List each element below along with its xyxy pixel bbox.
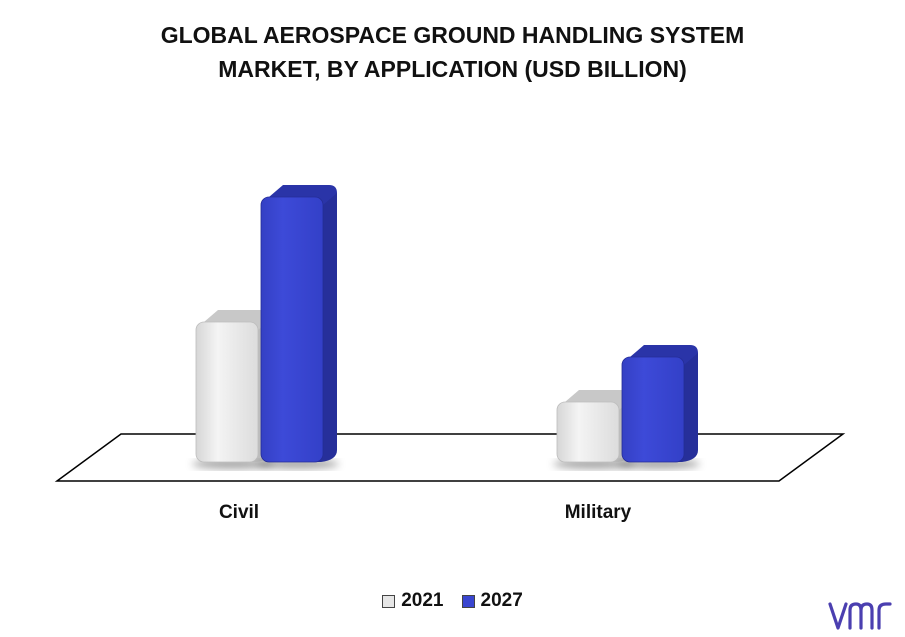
legend-label-2021: 2021 bbox=[401, 590, 444, 611]
legend: 2021 2027 bbox=[0, 590, 905, 612]
chart-title: GLOBAL AEROSPACE GROUND HANDLING SYSTEM … bbox=[0, 18, 905, 86]
legend-item-2027: 2027 bbox=[461, 590, 523, 612]
chart-floor bbox=[54, 433, 846, 482]
chart-title-line-1: GLOBAL AEROSPACE GROUND HANDLING SYSTEM bbox=[160, 22, 745, 48]
legend-item-2021: 2021 bbox=[382, 590, 444, 612]
bar-military-2027 bbox=[618, 345, 700, 469]
category-label-military: Military bbox=[565, 502, 632, 523]
legend-swatch-2027 bbox=[461, 594, 475, 608]
category-labels: Civil Military bbox=[219, 502, 632, 523]
bar-military-2021 bbox=[553, 390, 635, 469]
bars-layer bbox=[192, 185, 700, 469]
legend-label-2027: 2027 bbox=[480, 590, 523, 611]
chart-title-line-2: MARKET, BY APPLICATION (USD BILLION) bbox=[218, 56, 687, 82]
legend-swatch-2021 bbox=[382, 594, 396, 608]
bar-civil-2027 bbox=[257, 185, 339, 469]
category-label-civil: Civil bbox=[219, 502, 259, 523]
vmr-logo-icon bbox=[828, 602, 892, 630]
